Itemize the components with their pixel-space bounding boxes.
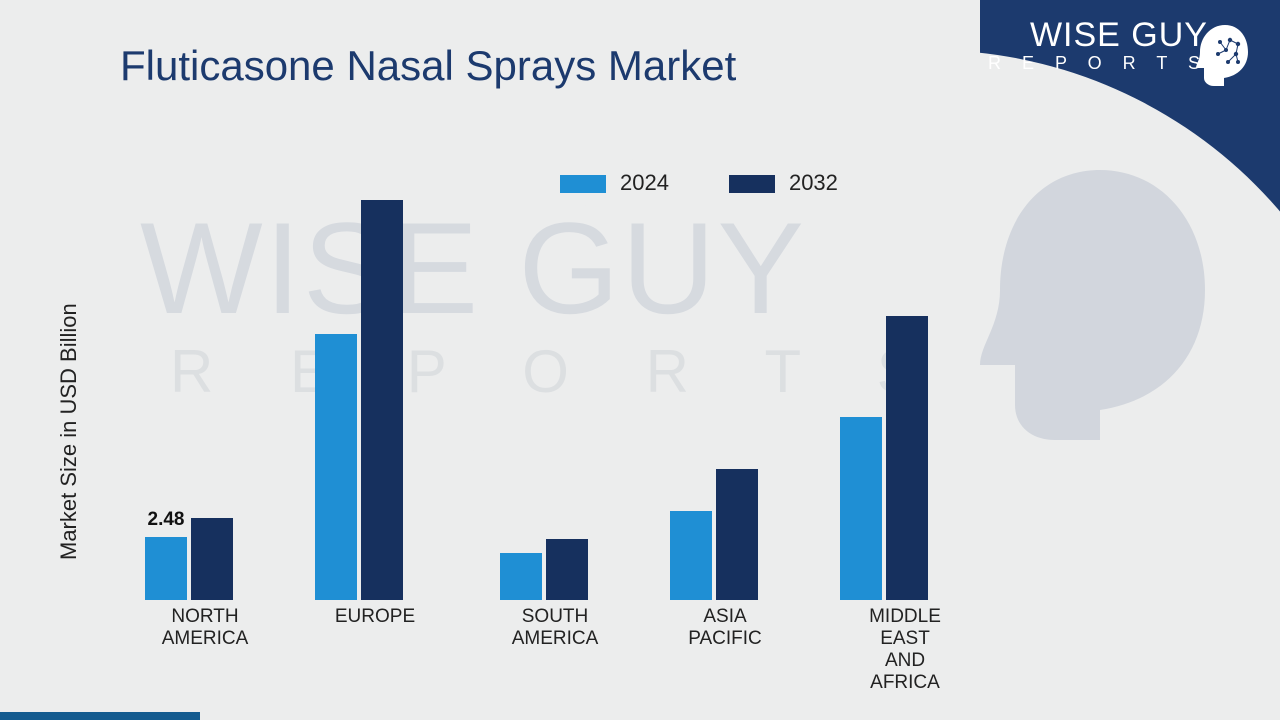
category-label: MIDDLEEASTANDAFRICA [845,606,965,693]
bar-2032 [361,200,403,600]
chart-area: 2.48 [100,200,980,600]
bar-2032 [716,469,758,600]
category-label: NORTHAMERICA [140,606,270,650]
category-label: SOUTHAMERICA [495,606,615,650]
bar-2024 [315,334,357,600]
legend-swatch-2032 [729,175,775,193]
bar-group [315,200,403,600]
bar-value-label: 2.48 [148,509,185,531]
logo: WISE GUY R E P O R T S [988,18,1262,72]
plot-area: 2.48 [100,200,980,600]
y-axis-label: Market Size in USD Billion [56,303,82,560]
bar-2024 [500,553,542,600]
legend-label-2024: 2024 [620,170,669,195]
category-labels: NORTHAMERICA EUROPE SOUTHAMERICA ASIAPACIFI… [100,606,980,716]
logo-line1: WISE GUY [988,18,1208,52]
stage: WISE GUY R E P O R T S WISE GUY R E P O … [0,0,1280,720]
bar-2032 [546,539,588,600]
legend-item-2032: 2032 [729,170,838,196]
legend-item-2024: 2024 [560,170,669,196]
bar-group [670,469,758,600]
bar-2024 [840,417,882,600]
bar-2032 [191,518,233,600]
bar-2032 [886,316,928,600]
bar-2024 [145,537,187,600]
legend: 2024 2032 [560,170,838,196]
category-label: ASIAPACIFIC [670,606,780,650]
bar-2024 [670,511,712,600]
bar-group [840,316,928,600]
logo-line2: R E P O R T S [988,54,1208,72]
brain-head-icon [1190,20,1260,90]
bottom-accent-bar [0,712,200,720]
legend-label-2032: 2032 [789,170,838,195]
chart-title: Fluticasone Nasal Sprays Market [120,42,736,90]
bar-group [500,539,588,600]
category-label: EUROPE [325,606,425,628]
legend-swatch-2024 [560,175,606,193]
